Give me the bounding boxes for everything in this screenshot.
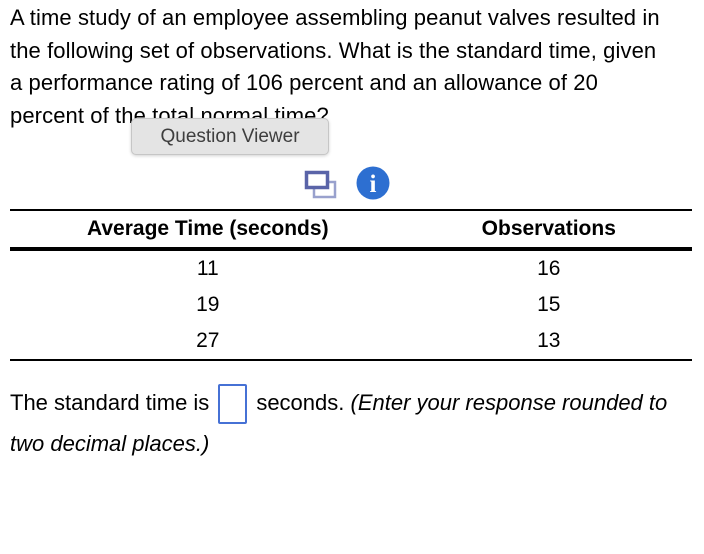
- question-text: A time study of an employee assembling p…: [10, 5, 660, 128]
- table-row: 11 16: [10, 249, 692, 287]
- table-row: 27 13: [10, 323, 692, 360]
- question-viewer-button[interactable]: Question Viewer: [131, 118, 329, 155]
- avg-time-cell: 19: [196, 293, 220, 316]
- svg-text:i: i: [370, 171, 377, 198]
- table-header-row: Average Time (seconds) Observations: [10, 210, 692, 251]
- header-observations: Observations: [405, 210, 692, 251]
- avg-time-cell: 27: [196, 329, 220, 352]
- table-row: 19 15: [10, 287, 692, 323]
- answer-instruction: (Enter your response rounded to two deci…: [10, 390, 668, 457]
- answer-prefix: The standard time is: [10, 390, 210, 415]
- answer-input[interactable]: [218, 384, 248, 425]
- answer-suffix: seconds.: [256, 390, 345, 415]
- duplicate-icon[interactable]: [304, 170, 338, 200]
- answer-sentence: The standard time is seconds. (Enter your…: [10, 383, 674, 464]
- observations-cell: 15: [537, 293, 561, 316]
- header-average-time: Average Time (seconds): [10, 210, 406, 251]
- observations-cell: 13: [537, 329, 561, 352]
- observations-cell: 16: [537, 257, 561, 280]
- observations-table: Average Time (seconds) Observations 11 1…: [10, 209, 692, 361]
- avg-time-cell: 11: [196, 257, 219, 280]
- info-icon[interactable]: i: [356, 166, 390, 200]
